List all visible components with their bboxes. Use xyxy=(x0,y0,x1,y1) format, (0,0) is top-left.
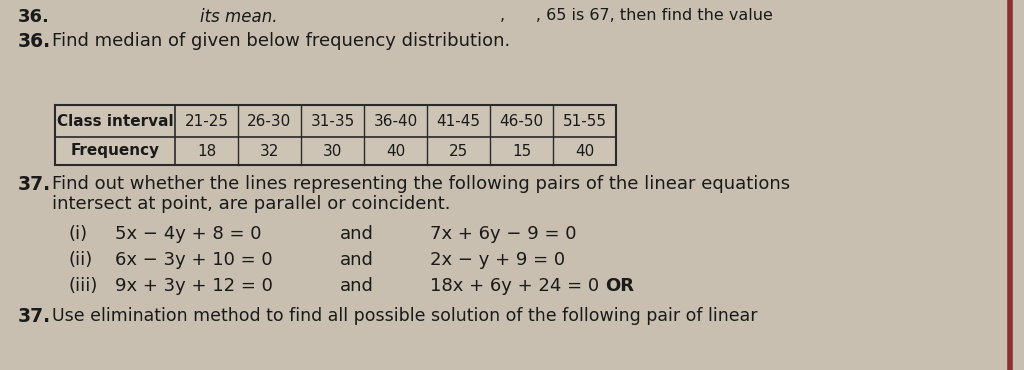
Text: 40: 40 xyxy=(386,144,406,158)
Text: 18: 18 xyxy=(197,144,216,158)
Text: 9x + 3y + 12 = 0: 9x + 3y + 12 = 0 xyxy=(115,277,272,295)
Text: 41-45: 41-45 xyxy=(436,114,480,128)
Text: 40: 40 xyxy=(574,144,594,158)
Text: and: and xyxy=(340,277,374,295)
Text: 51-55: 51-55 xyxy=(562,114,606,128)
Text: Find median of given below frequency distribution.: Find median of given below frequency dis… xyxy=(52,32,510,50)
Text: 37.: 37. xyxy=(18,175,51,194)
Text: Class interval: Class interval xyxy=(56,114,173,128)
Text: and: and xyxy=(340,225,374,243)
Text: 18x + 6y + 24 = 0: 18x + 6y + 24 = 0 xyxy=(430,277,599,295)
Text: ,      , 65 is 67, then find the value: , , 65 is 67, then find the value xyxy=(500,8,773,23)
Text: 7x + 6y − 9 = 0: 7x + 6y − 9 = 0 xyxy=(430,225,577,243)
Text: 31-35: 31-35 xyxy=(310,114,354,128)
Text: 32: 32 xyxy=(260,144,280,158)
Text: OR: OR xyxy=(605,277,634,295)
Text: 26-30: 26-30 xyxy=(248,114,292,128)
Text: 15: 15 xyxy=(512,144,531,158)
Text: 30: 30 xyxy=(323,144,342,158)
Text: its mean.: its mean. xyxy=(200,8,278,26)
Text: 2x − y + 9 = 0: 2x − y + 9 = 0 xyxy=(430,251,565,269)
Text: 36.: 36. xyxy=(18,32,51,51)
Text: Frequency: Frequency xyxy=(71,144,160,158)
Text: 36-40: 36-40 xyxy=(374,114,418,128)
Text: 46-50: 46-50 xyxy=(500,114,544,128)
Text: Find out whether the lines representing the following pairs of the linear equati: Find out whether the lines representing … xyxy=(52,175,791,193)
Text: intersect at point, are parallel or coincident.: intersect at point, are parallel or coin… xyxy=(52,195,451,213)
Text: 6x − 3y + 10 = 0: 6x − 3y + 10 = 0 xyxy=(115,251,272,269)
Text: (iii): (iii) xyxy=(68,277,97,295)
Text: (i): (i) xyxy=(68,225,87,243)
Text: (ii): (ii) xyxy=(68,251,92,269)
Text: Use elimination method to find all possible solution of the following pair of li: Use elimination method to find all possi… xyxy=(52,307,758,325)
Text: 37.: 37. xyxy=(18,307,51,326)
Text: and: and xyxy=(340,251,374,269)
Text: 36.: 36. xyxy=(18,8,50,26)
Text: 5x − 4y + 8 = 0: 5x − 4y + 8 = 0 xyxy=(115,225,261,243)
Bar xyxy=(55,105,616,165)
Text: 21-25: 21-25 xyxy=(184,114,228,128)
Text: 25: 25 xyxy=(449,144,468,158)
